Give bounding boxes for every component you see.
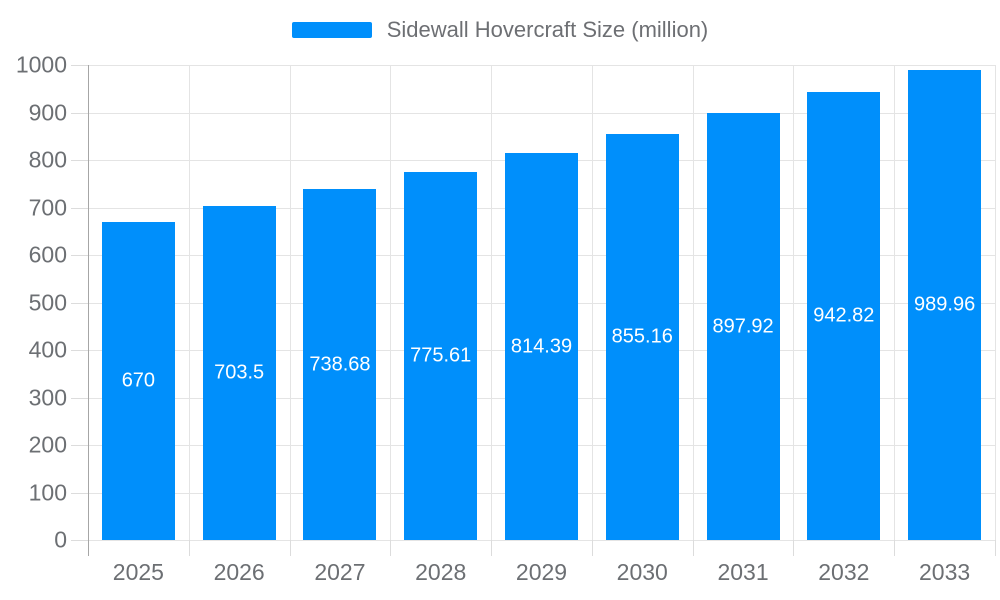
y-axis-tick [71,302,88,304]
y-axis-tick [71,255,88,256]
y-axis-label: 900 [28,99,67,125]
bar-value-label: 670 [121,369,156,392]
x-axis-label: 2032 [818,559,870,585]
x-axis-tick [894,540,896,556]
bar[interactable]: 897.92 [706,113,780,540]
v-gridline [995,65,996,540]
bar[interactable]: 855.16 [605,133,679,540]
legend-label: Sidewall Hovercraft Size (million) [386,17,709,42]
y-axis-label: 400 [28,336,67,363]
x-axis-label: 2026 [213,559,265,585]
x-axis-label: 2025 [112,559,164,585]
x-axis-label: 2027 [314,559,366,585]
x-axis-label: 2031 [717,559,769,585]
bar-value-label: 897.92 [712,315,774,338]
x-axis-tick [692,540,694,556]
x-axis-tick [591,540,593,556]
y-axis-label: 800 [28,146,67,173]
x-axis-baseline [88,540,995,541]
x-axis-label: 2030 [616,559,668,585]
bar[interactable]: 775.61 [404,171,478,540]
bar-value-label: 814.39 [510,335,573,358]
x-axis-tick [390,540,392,556]
y-axis-tick [71,112,88,114]
x-axis-label: 2028 [415,559,467,585]
x-axis-tick [289,540,291,556]
v-gridline [591,65,593,540]
v-gridline [491,65,493,540]
y-axis-line [88,65,89,556]
bar[interactable]: 670 [101,221,175,540]
bar-value-label: 989.96 [914,293,976,316]
bar[interactable]: 814.39 [505,153,578,540]
y-axis-tick [71,540,88,541]
y-axis-tick [71,65,88,66]
x-axis-label: 2033 [919,559,971,585]
h-gridline [88,112,995,114]
h-gridline [88,65,995,66]
y-axis-tick [71,445,88,446]
x-axis-tick [188,540,190,556]
y-axis-label: 600 [28,241,67,268]
bar-value-label: 775.61 [410,344,472,367]
bar-value-label: 942.82 [813,304,875,327]
y-axis-label: 700 [28,194,67,220]
y-axis-tick [71,397,88,399]
v-gridline [390,65,392,540]
bar[interactable]: 989.96 [908,69,982,540]
bar[interactable]: 942.82 [807,92,881,540]
y-axis-label: 0 [54,526,67,553]
y-axis-label: 100 [28,479,67,505]
x-axis-tick [995,540,996,556]
legend[interactable]: Sidewall Hovercraft Size (million) [0,16,1000,44]
y-axis-label: 300 [28,384,67,410]
y-axis-tick [71,207,88,209]
bar[interactable]: 703.5 [202,205,276,540]
y-axis-tick [71,160,88,161]
v-gridline [793,65,795,540]
bar-value-label: 703.5 [214,361,265,384]
x-axis-label: 2029 [515,559,568,585]
v-gridline [894,65,896,540]
legend-swatch [291,22,372,38]
v-gridline [692,65,694,540]
bar-value-label: 855.16 [611,325,673,348]
x-axis-tick [491,540,493,556]
bar-value-label: 738.68 [309,353,371,376]
bar[interactable]: 738.68 [303,189,377,540]
x-axis-tick [793,540,795,556]
y-axis-tick [71,492,88,494]
y-axis-label: 1000 [15,51,67,78]
y-axis-label: 200 [28,431,67,458]
y-axis-label: 500 [28,289,67,315]
v-gridline [289,65,291,540]
y-axis-tick [71,350,88,351]
v-gridline [188,65,190,540]
